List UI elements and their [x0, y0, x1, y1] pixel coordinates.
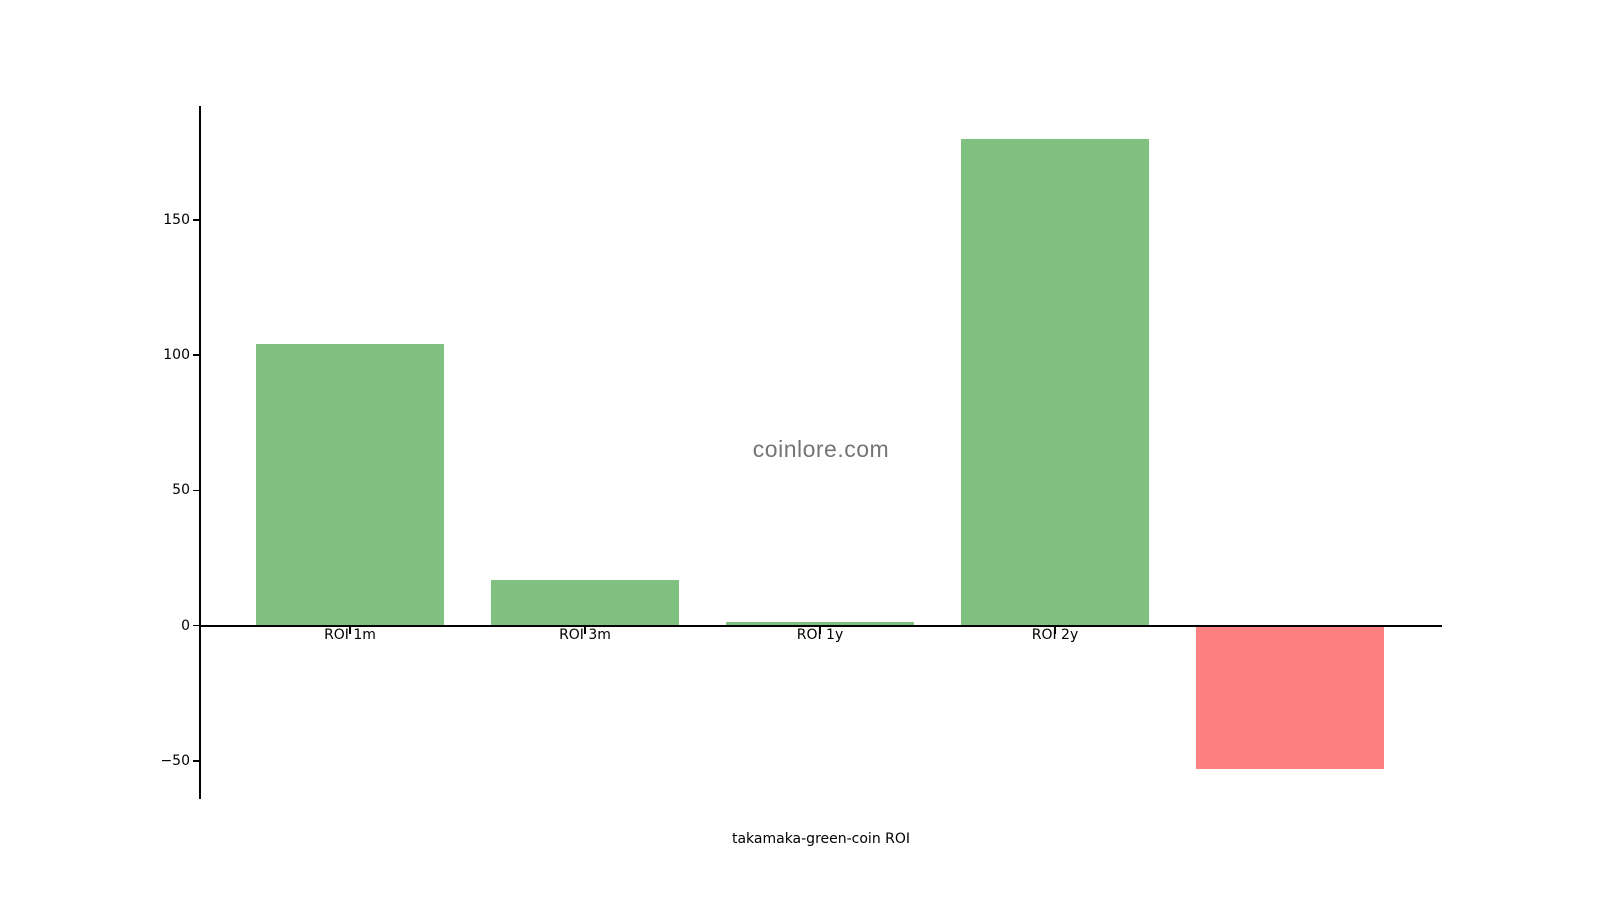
x-tick-label-roi-3m: ROI 3m: [559, 627, 611, 643]
bar-roi-3m: [491, 579, 679, 626]
x-tick-mark-roi-3m: [584, 625, 586, 634]
y-axis-spine: [199, 106, 201, 799]
y-tick-mark--50: [193, 760, 200, 762]
x-tick-mark-roi-1y: [819, 625, 821, 634]
x-tick-mark-roi-1m: [349, 625, 351, 634]
coinlore-watermark: coinlore.com: [752, 436, 890, 462]
y-tick-mark-0: [193, 625, 200, 627]
bar-roi-2y: [961, 138, 1149, 626]
x-tick-label-roi-1y: ROI 1y: [796, 627, 844, 643]
y-tick-mark-100: [193, 354, 200, 356]
x-tick-label-roi-2y: ROI 2y: [1031, 627, 1079, 643]
y-tick-label-100: 100: [163, 347, 190, 364]
y-tick-label-50: 50: [172, 482, 190, 499]
x-tick-label-roi-1m: ROI 1m: [324, 627, 376, 643]
y-tick-label-150: 150: [163, 211, 190, 228]
y-tick-mark-50: [193, 489, 200, 492]
bar-roi-5: [1196, 625, 1384, 770]
y-tick-label--50: −50: [160, 752, 190, 769]
x-tick-mark-roi-2y: [1054, 625, 1056, 634]
bar-roi-1m: [256, 344, 444, 626]
bar-roi-1y: [726, 622, 914, 626]
chart-title: takamaka-green-coin ROI: [731, 831, 911, 847]
y-tick-label-0: 0: [181, 617, 190, 634]
y-tick-mark-150: [193, 219, 200, 221]
